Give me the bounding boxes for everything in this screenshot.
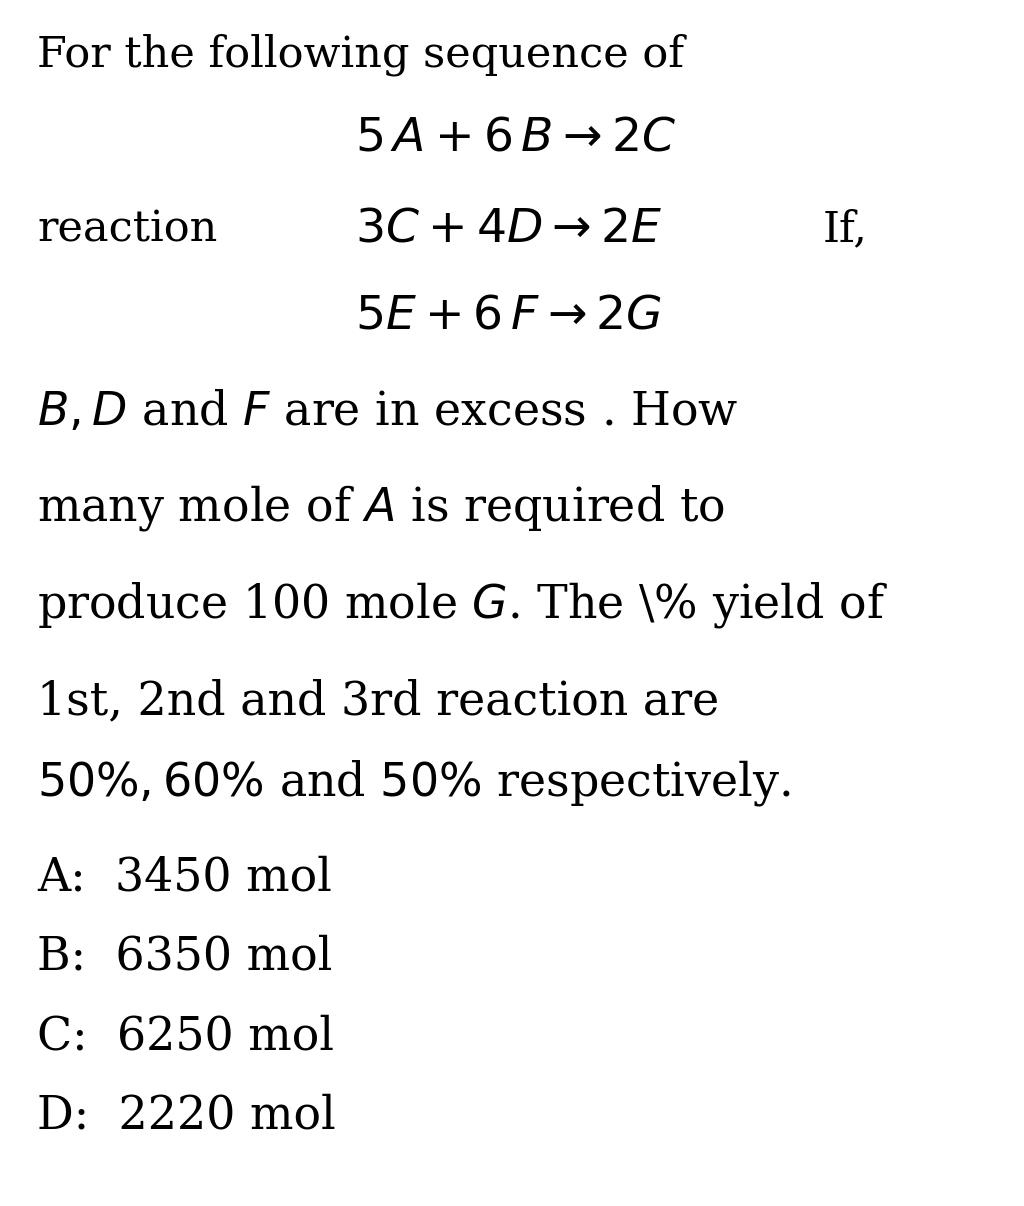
Text: produce 100 mole $G$. The \% yield of: produce 100 mole $G$. The \% yield of [38, 580, 888, 630]
Text: $5E + 6\,F \rightarrow 2G$: $5E + 6\,F \rightarrow 2G$ [355, 293, 663, 338]
Text: reaction: reaction [38, 209, 218, 250]
Text: $5\,A + 6\,B \rightarrow 2C$: $5\,A + 6\,B \rightarrow 2C$ [355, 116, 677, 160]
Text: $B, D$ and $F$ are in excess . How: $B, D$ and $F$ are in excess . How [38, 390, 739, 434]
Text: If,: If, [823, 209, 867, 250]
Text: A:  3450 mol: A: 3450 mol [38, 855, 332, 900]
Text: 1st, 2nd and 3rd reaction are: 1st, 2nd and 3rd reaction are [38, 679, 720, 724]
Text: $50\%, 60\%$ and $50\%$ respectively.: $50\%, 60\%$ and $50\%$ respectively. [38, 759, 791, 808]
Text: many mole of $A$ is required to: many mole of $A$ is required to [38, 484, 725, 533]
Text: C:  6250 mol: C: 6250 mol [38, 1014, 335, 1059]
Text: B:  6350 mol: B: 6350 mol [38, 935, 333, 979]
Text: $3C + 4D \rightarrow 2E$: $3C + 4D \rightarrow 2E$ [355, 206, 663, 251]
Text: For the following sequence of: For the following sequence of [38, 34, 684, 76]
Text: D:  2220 mol: D: 2220 mol [38, 1094, 336, 1138]
